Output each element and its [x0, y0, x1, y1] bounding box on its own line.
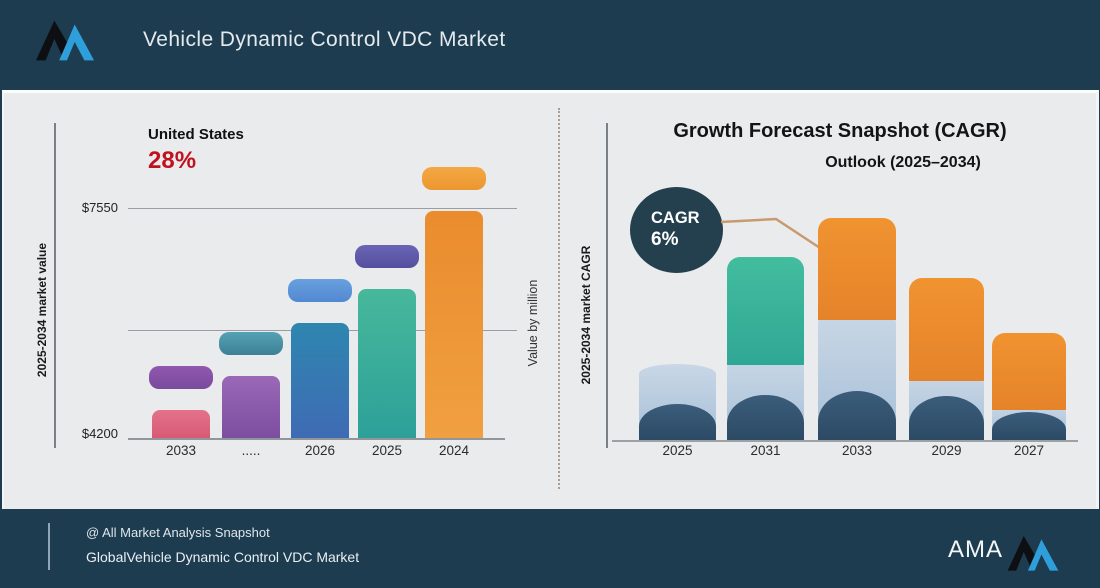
region-title: United States	[148, 126, 244, 143]
left-x-axis-line	[128, 438, 505, 440]
right-y-axis-line	[606, 123, 608, 448]
bar-cap-2025	[355, 244, 419, 268]
bar-top-2029	[909, 278, 984, 381]
bar-cap-.....	[219, 331, 283, 355]
bar-2026	[291, 322, 349, 438]
xtick-2029: 2029	[931, 443, 962, 458]
bar-navy-2033	[818, 391, 896, 440]
bar-navy-2031	[727, 395, 804, 440]
cagr-badge-value: 6%	[651, 228, 679, 250]
footer-brand-text: AMA	[948, 536, 1004, 563]
bar-2025	[358, 288, 416, 438]
xtick-2025: 2025	[371, 443, 403, 458]
forecast-subtitle: Outlook (2025–2034)	[825, 154, 981, 171]
header-band	[0, 0, 1100, 90]
value-unit-label: Value by million	[526, 279, 540, 367]
bar-cap-2026	[288, 278, 352, 302]
left-y-axis-line	[54, 123, 56, 448]
bar-2024	[425, 210, 483, 438]
right-x-axis-line	[612, 440, 1078, 442]
bar-2033	[152, 409, 210, 438]
bar-top-2033	[818, 218, 896, 320]
bar-navy-2029	[909, 396, 984, 440]
xtick-2033: 2033	[165, 443, 197, 458]
cagr-badge: CAGR 6%	[630, 187, 723, 273]
gridline-7550	[128, 208, 517, 209]
xtick-2025: 2025	[662, 443, 693, 458]
ytick-7550: $7550	[81, 200, 118, 215]
bar-cap-2024	[422, 166, 486, 190]
footer-note-1: @ All Market Analysis Snapshot	[86, 525, 270, 540]
right-y-axis-label: 2025-2034 market CAGR	[579, 245, 593, 385]
left-y-axis-label: 2025-2034 market value	[35, 242, 49, 378]
xtick-2027: 2027	[1013, 443, 1045, 458]
xtick-2024: 2024	[438, 443, 470, 458]
bar-top-2031	[727, 257, 804, 365]
footer-band	[0, 509, 1100, 588]
xtick-.....: .....	[241, 443, 261, 458]
xtick-2031: 2031	[750, 443, 781, 458]
ama-logo-icon	[35, 20, 95, 61]
bar-top-2027	[992, 333, 1066, 410]
xtick-2026: 2026	[304, 443, 336, 458]
cagr-badge-label: CAGR	[651, 208, 700, 227]
footer-note-2: GlobalVehicle Dynamic Control VDC Market	[86, 549, 360, 565]
xtick-2033: 2033	[841, 443, 873, 458]
forecast-title: Growth Forecast Snapshot (CAGR)	[673, 120, 1007, 142]
region-percentage: 28%	[148, 147, 197, 174]
callout-connector-line	[720, 217, 821, 250]
ama-logo-icon-footer	[1007, 535, 1059, 571]
page-title: Vehicle Dynamic Control VDC Market	[143, 28, 506, 51]
bar-cap-2033	[149, 365, 213, 389]
bar-navy-2027	[992, 412, 1066, 440]
bar-.....	[222, 375, 280, 438]
footer-divider-line	[48, 523, 50, 570]
bar-navy-2025	[639, 404, 716, 440]
panel-divider-line	[558, 108, 560, 489]
ytick-4200: $4200	[81, 426, 118, 441]
